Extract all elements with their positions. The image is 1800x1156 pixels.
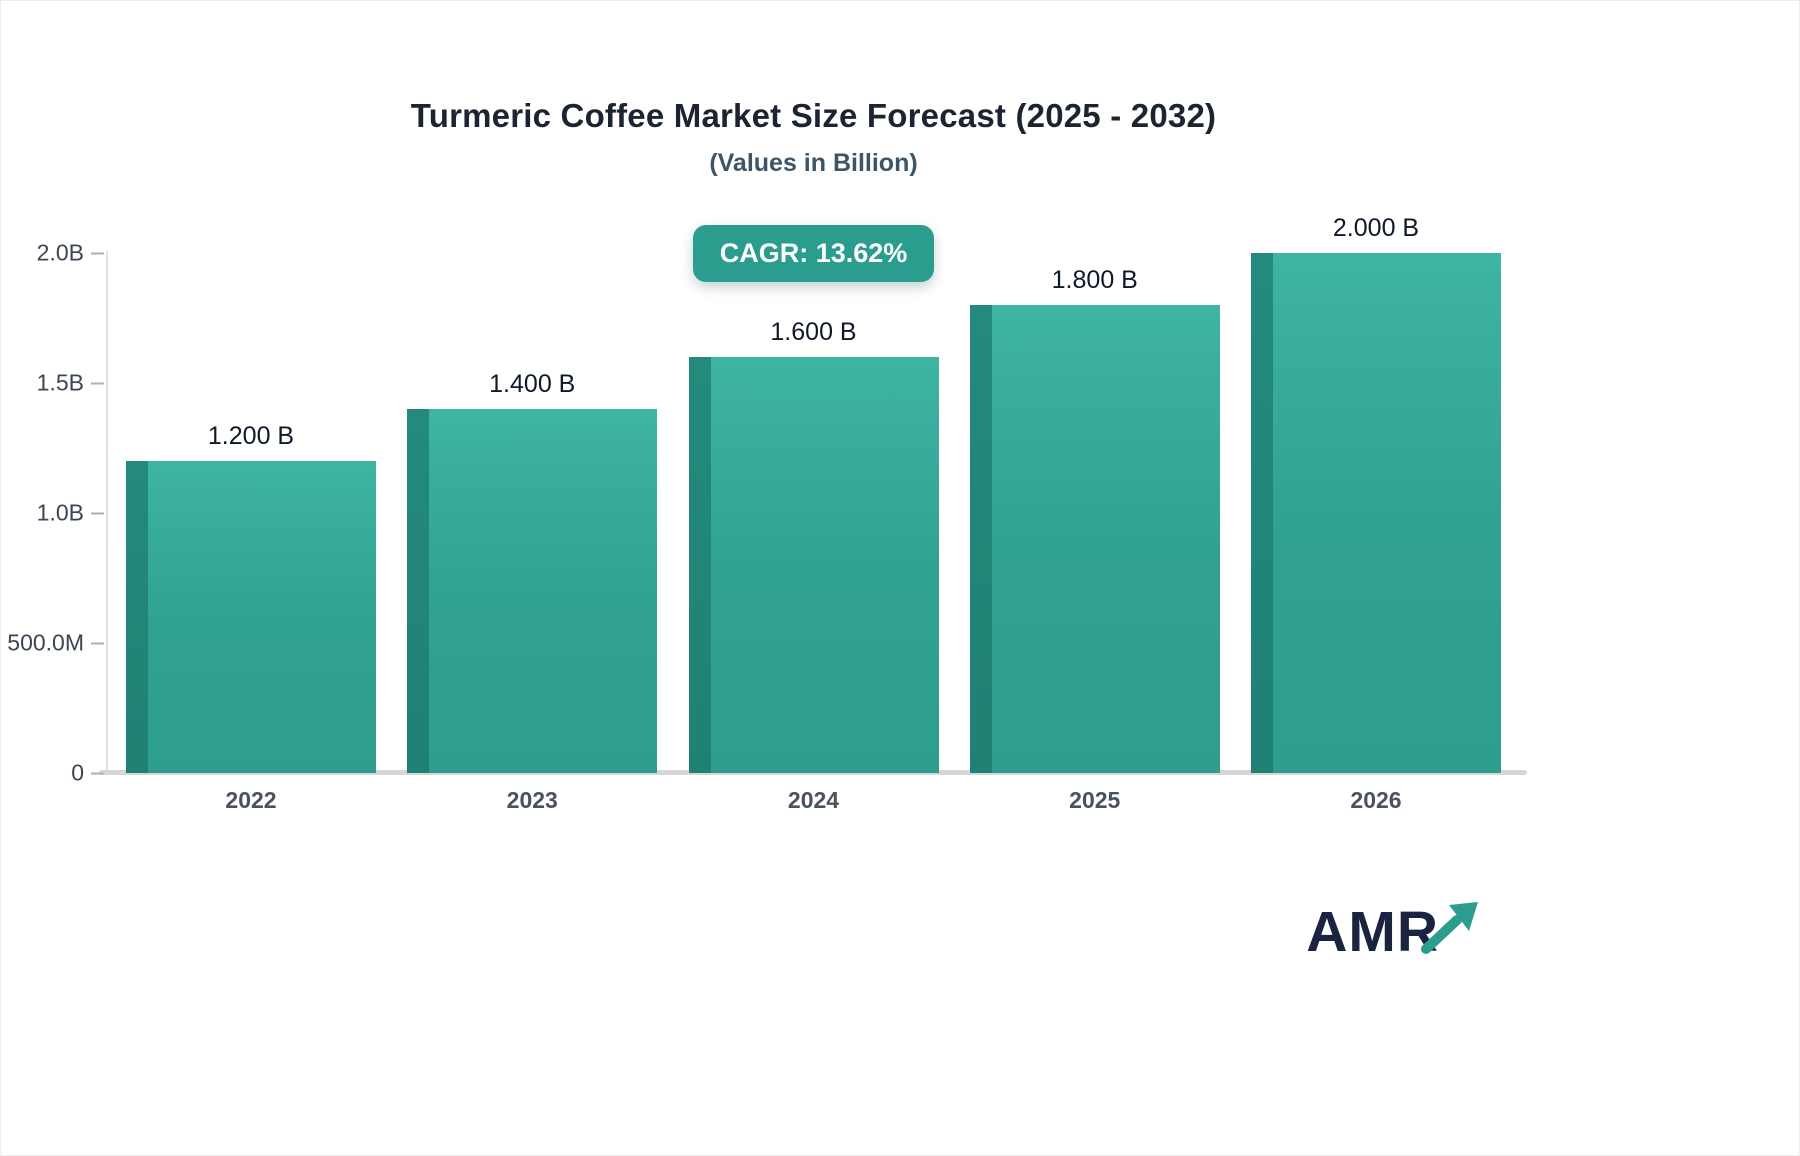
y-tick-label: 2.0B (36, 239, 84, 266)
bar-value-label: 1.600 B (770, 318, 857, 346)
bar-2023[interactable]: 1.400 B (407, 370, 658, 773)
chart-subtitle: (Values in Billion) (709, 149, 918, 177)
growth-arrow-icon (1419, 896, 1481, 963)
x-axis-label: 2022 (225, 787, 277, 813)
y-tick-mark (91, 252, 104, 254)
y-tick: 1.0B (37, 500, 104, 527)
x-axis-label: 2026 (1350, 787, 1402, 813)
chart-title: Turmeric Coffee Market Size Forecast (20… (410, 97, 1217, 134)
x-axis-labels: 2022 2023 2024 2025 2026 (106, 787, 1521, 814)
bar-slot: 2.000 B (1251, 214, 1501, 773)
bar-slot: 1.600 B (688, 253, 939, 773)
y-tick-mark (91, 642, 104, 644)
y-tick-mark (91, 512, 104, 514)
x-axis-label: 2023 (506, 787, 558, 813)
cagr-badge: CAGR: 13.62% (692, 225, 935, 282)
x-axis-label: 2025 (1069, 787, 1121, 813)
y-tick-label: 0 (71, 759, 84, 786)
amr-logo: AMR (1306, 899, 1481, 965)
cagr-badge-wrap: CAGR: 13.62% (106, 225, 1521, 282)
bar-slot: 1.200 B (126, 253, 376, 773)
bar-slot: 1.400 B (407, 253, 658, 773)
amr-logo-text: AMR (1306, 900, 1439, 964)
bar-2026[interactable]: 2.000 B (1251, 214, 1501, 773)
bars-row: 1.200 B 1.400 B 1.600 B 1.800 B 2.000 B (106, 214, 1521, 773)
y-tick: 500.0M (7, 630, 104, 657)
y-tick: 1.5B (37, 370, 104, 397)
y-tick-mark (91, 382, 104, 384)
y-axis-ticks: 0 500.0M 1.0B 1.5B 2.0B (1, 240, 104, 786)
y-tick: 0 (71, 760, 104, 787)
y-tick: 2.0B (37, 240, 104, 267)
bar-value-label: 2.000 B (1332, 214, 1420, 242)
y-tick-mark (91, 772, 104, 774)
bar-2025[interactable]: 1.800 B (969, 266, 1220, 773)
y-tick-label: 1.0B (36, 499, 84, 526)
bar-2024[interactable]: 1.600 B (688, 318, 939, 773)
y-tick-label: 500.0M (7, 629, 84, 656)
bar-value-label: 1.200 B (207, 422, 295, 450)
bar-2022[interactable]: 1.200 B (126, 422, 376, 773)
y-axis-line (106, 251, 108, 773)
bar-slot: 1.800 B (969, 253, 1220, 773)
y-tick-label: 1.5B (36, 369, 84, 396)
bar-value-label: 1.400 B (489, 370, 576, 398)
bar-value-label: 1.800 B (1051, 266, 1138, 294)
x-axis-label: 2024 (787, 787, 840, 813)
